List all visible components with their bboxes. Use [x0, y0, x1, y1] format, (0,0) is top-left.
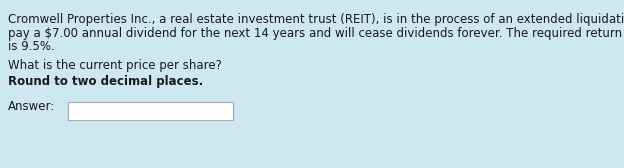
Text: is 9.5%.: is 9.5%. — [8, 40, 55, 53]
Text: pay a $7.00 annual dividend for the next 14 years and will cease dividends forev: pay a $7.00 annual dividend for the next… — [8, 27, 624, 39]
Text: Answer:: Answer: — [8, 100, 56, 114]
Text: What is the current price per share?: What is the current price per share? — [8, 59, 222, 73]
FancyBboxPatch shape — [68, 101, 233, 119]
Text: Cromwell Properties Inc., a real estate investment trust (REIT), is in the proce: Cromwell Properties Inc., a real estate … — [8, 13, 624, 26]
Text: Round to two decimal places.: Round to two decimal places. — [8, 75, 203, 88]
